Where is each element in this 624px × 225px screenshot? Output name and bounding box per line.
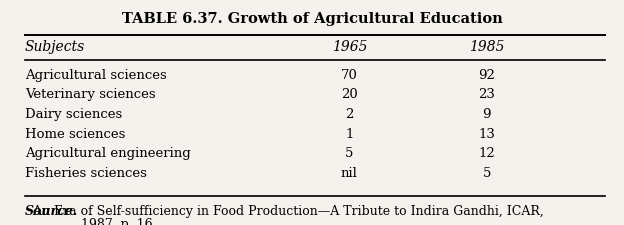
Text: Source.: Source.: [25, 205, 78, 218]
Text: 5: 5: [345, 147, 354, 160]
Text: TABLE 6.37. Growth of Agricultural Education: TABLE 6.37. Growth of Agricultural Educa…: [122, 12, 502, 26]
Text: Fisheries sciences: Fisheries sciences: [25, 167, 147, 180]
Text: Veterinary sciences: Veterinary sciences: [25, 88, 155, 101]
Text: 2: 2: [345, 108, 354, 121]
Text: 13: 13: [478, 128, 495, 141]
Text: 1985: 1985: [469, 40, 504, 54]
Text: Home sciences: Home sciences: [25, 128, 125, 141]
Text: 1: 1: [345, 128, 354, 141]
Text: 20: 20: [341, 88, 358, 101]
Text: 1965: 1965: [332, 40, 367, 54]
Text: 1987, p. 16.: 1987, p. 16.: [25, 218, 157, 225]
Text: 5: 5: [482, 167, 491, 180]
Text: Agricultural sciences: Agricultural sciences: [25, 69, 167, 82]
Text: 23: 23: [478, 88, 495, 101]
Text: 12: 12: [479, 147, 495, 160]
Text: Agricultural engineering: Agricultural engineering: [25, 147, 191, 160]
Text: 70: 70: [341, 69, 358, 82]
Text: An Era of Self-sufficiency in Food Production—A Tribute to Indira Gandhi, ICAR,: An Era of Self-sufficiency in Food Produ…: [25, 205, 544, 218]
Text: 9: 9: [482, 108, 491, 121]
Text: Subjects: Subjects: [25, 40, 85, 54]
Text: 92: 92: [478, 69, 495, 82]
Text: Dairy sciences: Dairy sciences: [25, 108, 122, 121]
Text: nil: nil: [341, 167, 358, 180]
